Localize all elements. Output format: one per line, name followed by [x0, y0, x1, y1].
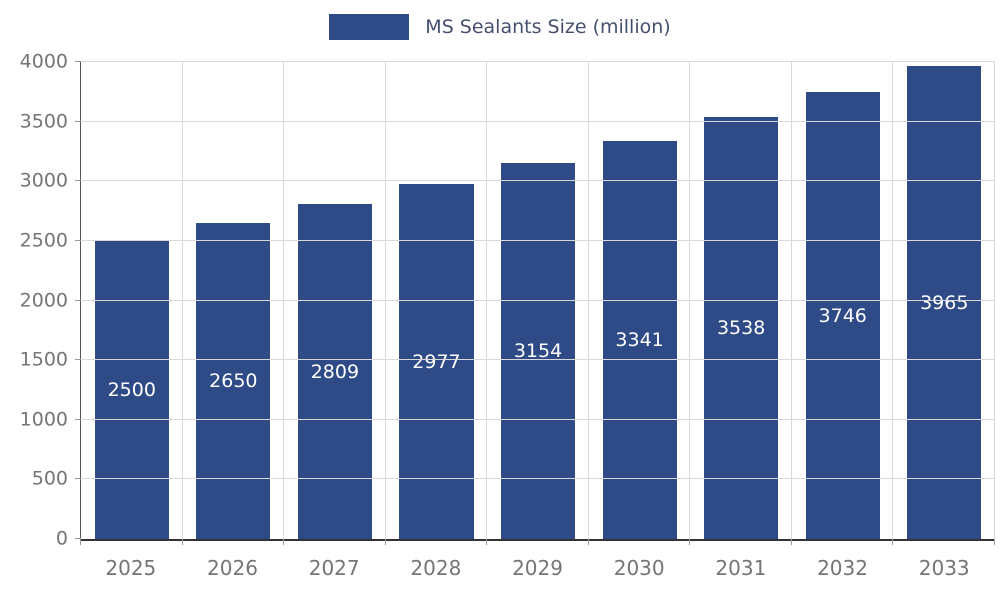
bar-slot: 2977: [386, 62, 488, 539]
bar-slot: 2809: [284, 62, 386, 539]
bar-2027: 2809: [297, 204, 372, 539]
y-tick-label: 4000: [19, 50, 68, 73]
x-tick-mark: [892, 539, 894, 545]
x-tick-mark: [283, 539, 285, 545]
y-tick-label: 1000: [19, 408, 68, 431]
y-gridline: [81, 478, 995, 480]
x-tick-label-2031: 2031: [715, 556, 767, 580]
y-tick-mark: [75, 359, 81, 361]
y-gridline: [81, 299, 995, 301]
plot-area: 2500 2650 2809 2977 3154 3341 3538 3746 3965 0 50…: [20, 52, 995, 548]
bar-2033: 3965: [907, 66, 982, 539]
y-tick-mark: [75, 299, 81, 301]
bar-slot: 2650: [183, 62, 285, 539]
x-tick-label-2032: 2032: [817, 556, 868, 580]
bar-value-label: 3341: [615, 328, 664, 351]
x-gridline: [283, 62, 285, 539]
bar-value-label: 3746: [818, 304, 867, 327]
x-tick-mark: [790, 539, 792, 545]
y-tick-mark: [75, 180, 81, 182]
x-tick-label-2028: 2028: [410, 556, 462, 580]
y-gridline: [81, 180, 995, 182]
bar-value-label: 2500: [107, 378, 156, 401]
bar-2031: 3538: [704, 117, 779, 539]
y-gridline: [81, 239, 995, 241]
bar-slot: 3538: [690, 62, 792, 539]
bar-value-label: 2809: [310, 360, 360, 383]
legend-label: MS Sealants Size (million): [425, 16, 671, 38]
x-tick-label-2030: 2030: [613, 556, 665, 580]
y-tick-label: 0: [55, 527, 68, 550]
y-gridline: [81, 418, 995, 420]
bar-slot: 3341: [589, 62, 691, 539]
x-gridline: [892, 62, 894, 539]
chart-legend: MS Sealants Size (million): [0, 14, 1000, 40]
y-gridline: [81, 359, 995, 361]
y-tick-mark: [75, 61, 81, 62]
bar-value-label: 3538: [716, 317, 766, 340]
x-tick-label-2029: 2029: [512, 556, 563, 580]
x-tick-mark: [689, 539, 691, 545]
bar-slot: 3746: [792, 62, 894, 539]
bar-2029: 3154: [500, 162, 576, 539]
y-tick-mark: [75, 239, 81, 241]
x-tick-label-2027: 2027: [308, 556, 360, 580]
bars-container: 2500 2650 2809 2977 3154 3341 3538 3746 3965: [81, 62, 995, 539]
bar-value-label: 2977: [412, 350, 461, 373]
y-tick-label: 3500: [19, 110, 68, 133]
bar-2025: 2500: [94, 240, 169, 539]
bar-slot: 2500: [81, 62, 183, 539]
x-axis-labels: 2025 2026 2027 2028 2029 2030 2031 2032 2033: [80, 556, 995, 580]
y-tick-label: 2500: [19, 229, 68, 252]
y-tick-label: 2000: [19, 289, 68, 311]
bar-slot: 3154: [487, 62, 589, 539]
x-tick-label-2033: 2033: [918, 556, 970, 580]
x-gridline: [587, 62, 589, 539]
y-tick-mark: [75, 120, 81, 122]
x-gridline: [790, 62, 792, 539]
bar-2026: 2650: [196, 223, 271, 539]
bar-value-label: 3154: [513, 339, 563, 362]
y-tick-label: 3000: [19, 169, 68, 192]
x-tick-mark: [181, 539, 183, 545]
x-tick-label-2026: 2026: [207, 556, 258, 580]
x-tick-mark: [994, 539, 995, 545]
x-tick-mark: [486, 539, 488, 545]
bar-value-label: 3965: [920, 291, 969, 314]
y-tick-mark: [75, 418, 81, 420]
bar-2028: 2977: [399, 184, 474, 539]
y-tick-mark: [75, 478, 81, 480]
y-tick-label: 1500: [19, 348, 68, 371]
x-tick-mark: [587, 539, 589, 545]
bar-value-label: 2650: [209, 370, 258, 392]
bar-2032: 3746: [805, 92, 880, 539]
x-gridline: [486, 62, 488, 539]
y-tick-mark: [75, 538, 81, 539]
x-tick-label-2025: 2025: [105, 556, 157, 580]
y-gridline: [81, 120, 995, 122]
bar-2030: 3341: [602, 140, 677, 539]
x-tick-mark: [80, 539, 81, 545]
x-gridline: [181, 62, 183, 539]
x-gridline: [994, 62, 995, 539]
legend-swatch: [329, 14, 410, 40]
bar-slot: 3965: [894, 62, 996, 539]
x-gridline: [384, 62, 386, 539]
y-gridline: [81, 61, 995, 62]
x-gridline: [689, 62, 691, 539]
x-tick-mark: [384, 539, 386, 545]
y-tick-label: 500: [31, 467, 68, 490]
